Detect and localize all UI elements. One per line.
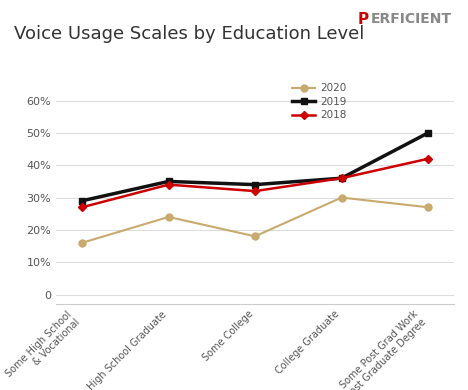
Text: Voice Usage Scales by Education Level: Voice Usage Scales by Education Level xyxy=(14,25,365,43)
2018 xyxy=(166,182,171,187)
2018 xyxy=(79,205,85,209)
2020 xyxy=(166,215,171,219)
2018 xyxy=(252,189,258,193)
2020 xyxy=(252,234,258,239)
2020 xyxy=(79,241,85,245)
Line: 2020: 2020 xyxy=(79,194,431,246)
2018 xyxy=(339,176,344,181)
Line: 2018: 2018 xyxy=(79,156,431,210)
2020 xyxy=(339,195,344,200)
2019 xyxy=(252,182,258,187)
Legend: 2020, 2019, 2018: 2020, 2019, 2018 xyxy=(292,83,347,121)
2019 xyxy=(339,176,344,181)
Text: P: P xyxy=(358,12,369,27)
2019 xyxy=(79,199,85,203)
2019 xyxy=(166,179,171,184)
Text: ERFICIENT: ERFICIENT xyxy=(371,12,452,26)
2019 xyxy=(425,131,431,135)
2018 xyxy=(425,156,431,161)
2020 xyxy=(425,205,431,209)
Line: 2019: 2019 xyxy=(79,129,431,204)
